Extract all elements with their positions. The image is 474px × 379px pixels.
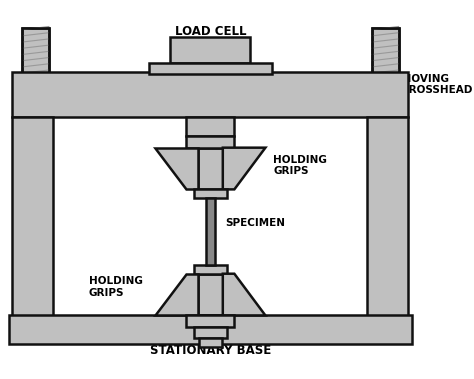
Bar bbox=[367, 117, 408, 323]
Bar bbox=[9, 315, 412, 344]
Bar bbox=[372, 28, 399, 309]
Bar bbox=[198, 274, 223, 315]
Text: MOVING
CROSSHEAD: MOVING CROSSHEAD bbox=[401, 74, 473, 96]
Polygon shape bbox=[155, 274, 198, 315]
Text: HOLDING
GRIPS: HOLDING GRIPS bbox=[273, 155, 327, 176]
Bar bbox=[372, 28, 399, 309]
Bar bbox=[186, 136, 234, 148]
Bar bbox=[149, 63, 272, 74]
Bar bbox=[186, 315, 234, 327]
Polygon shape bbox=[223, 148, 265, 190]
Bar bbox=[12, 117, 53, 323]
Text: HOLDING
GRIPS: HOLDING GRIPS bbox=[89, 276, 143, 298]
Polygon shape bbox=[223, 274, 265, 315]
Bar bbox=[22, 28, 49, 309]
Bar bbox=[193, 265, 227, 274]
Bar bbox=[198, 148, 223, 190]
Polygon shape bbox=[155, 148, 198, 190]
Bar bbox=[171, 37, 250, 63]
Bar bbox=[193, 327, 227, 338]
Text: LOAD CELL: LOAD CELL bbox=[174, 25, 246, 38]
Bar bbox=[12, 72, 408, 117]
Bar bbox=[22, 28, 49, 309]
Bar bbox=[199, 338, 222, 346]
Text: STATIONARY BASE: STATIONARY BASE bbox=[150, 345, 271, 357]
Text: SPECIMEN: SPECIMEN bbox=[226, 218, 285, 228]
Bar bbox=[193, 190, 227, 198]
Bar bbox=[206, 198, 215, 265]
Bar bbox=[186, 117, 234, 136]
